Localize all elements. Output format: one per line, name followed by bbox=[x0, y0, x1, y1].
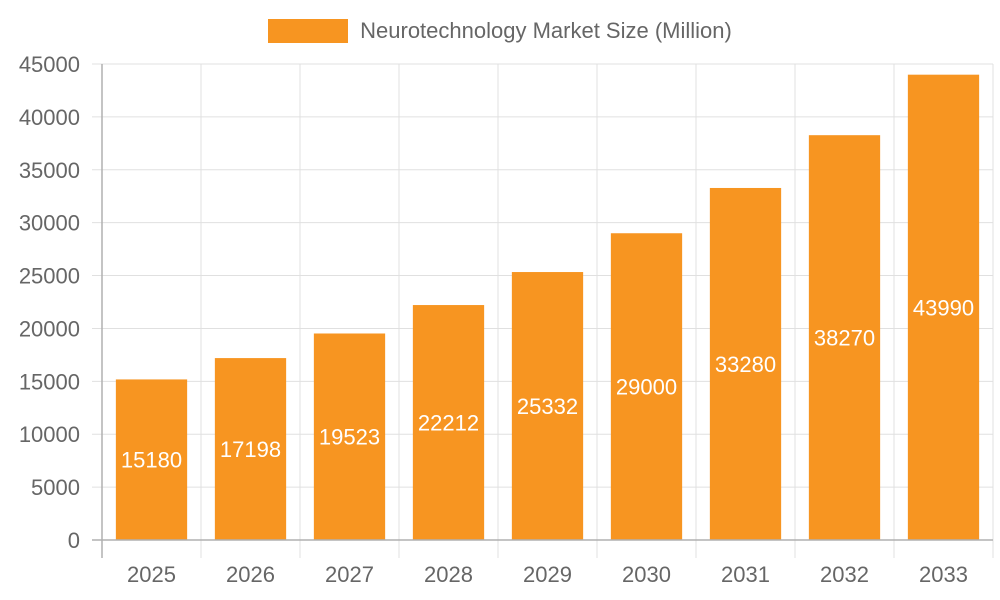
y-tick-label: 20000 bbox=[19, 316, 80, 341]
x-tick-label: 2032 bbox=[820, 562, 869, 587]
legend-swatch bbox=[268, 19, 349, 43]
axes bbox=[92, 64, 993, 558]
y-tick-label: 30000 bbox=[19, 211, 80, 236]
bar-2030[interactable] bbox=[610, 233, 683, 540]
value-label: 15180 bbox=[121, 448, 182, 473]
y-axis-ticks: 0 5000 10000 15000 20000 25000 30000 35000 40000… bbox=[19, 52, 80, 553]
y-tick-label: 10000 bbox=[19, 422, 80, 447]
bar-2025[interactable] bbox=[115, 379, 188, 540]
y-tick-label: 45000 bbox=[19, 52, 80, 77]
bars bbox=[115, 74, 980, 540]
value-label: 38270 bbox=[814, 326, 875, 351]
x-tick-label: 2031 bbox=[721, 562, 770, 587]
legend[interactable]: Neurotechnology Market Size (Million) bbox=[0, 18, 1000, 44]
value-label: 19523 bbox=[319, 425, 380, 450]
y-tick-label: 35000 bbox=[19, 158, 80, 183]
y-tick-label: 15000 bbox=[19, 369, 80, 394]
x-tick-label: 2030 bbox=[622, 562, 671, 587]
x-tick-label: 2028 bbox=[424, 562, 473, 587]
legend-label: Neurotechnology Market Size (Million) bbox=[360, 18, 732, 43]
value-label: 25332 bbox=[517, 394, 578, 419]
bar-2027[interactable] bbox=[313, 333, 386, 540]
y-tick-label: 25000 bbox=[19, 264, 80, 289]
value-label: 22212 bbox=[418, 411, 479, 436]
value-label: 43990 bbox=[913, 295, 974, 320]
value-label: 29000 bbox=[616, 375, 677, 400]
bar-2033[interactable] bbox=[907, 74, 980, 540]
value-label: 33280 bbox=[715, 352, 776, 377]
value-label: 17198 bbox=[220, 437, 281, 462]
x-tick-label: 2027 bbox=[325, 562, 374, 587]
x-tick-label: 2026 bbox=[226, 562, 275, 587]
y-tick-label: 40000 bbox=[19, 105, 80, 130]
x-tick-label: 2033 bbox=[919, 562, 968, 587]
x-tick-label: 2029 bbox=[523, 562, 572, 587]
x-axis-ticks: 2025 2026 2027 2028 2029 2030 2031 2032 2033 bbox=[127, 562, 968, 587]
bar-2026[interactable] bbox=[214, 358, 287, 540]
y-tick-label: 0 bbox=[68, 528, 80, 553]
bar-2028[interactable] bbox=[412, 305, 485, 540]
x-tick-label: 2025 bbox=[127, 562, 176, 587]
value-labels: 15180 17198 19523 22212 25332 29000 33280 38270… bbox=[121, 295, 974, 472]
bar-2029[interactable] bbox=[511, 272, 584, 540]
bar-2031[interactable] bbox=[709, 187, 782, 540]
bar-2032[interactable] bbox=[808, 135, 881, 540]
y-tick-label: 5000 bbox=[31, 475, 80, 500]
